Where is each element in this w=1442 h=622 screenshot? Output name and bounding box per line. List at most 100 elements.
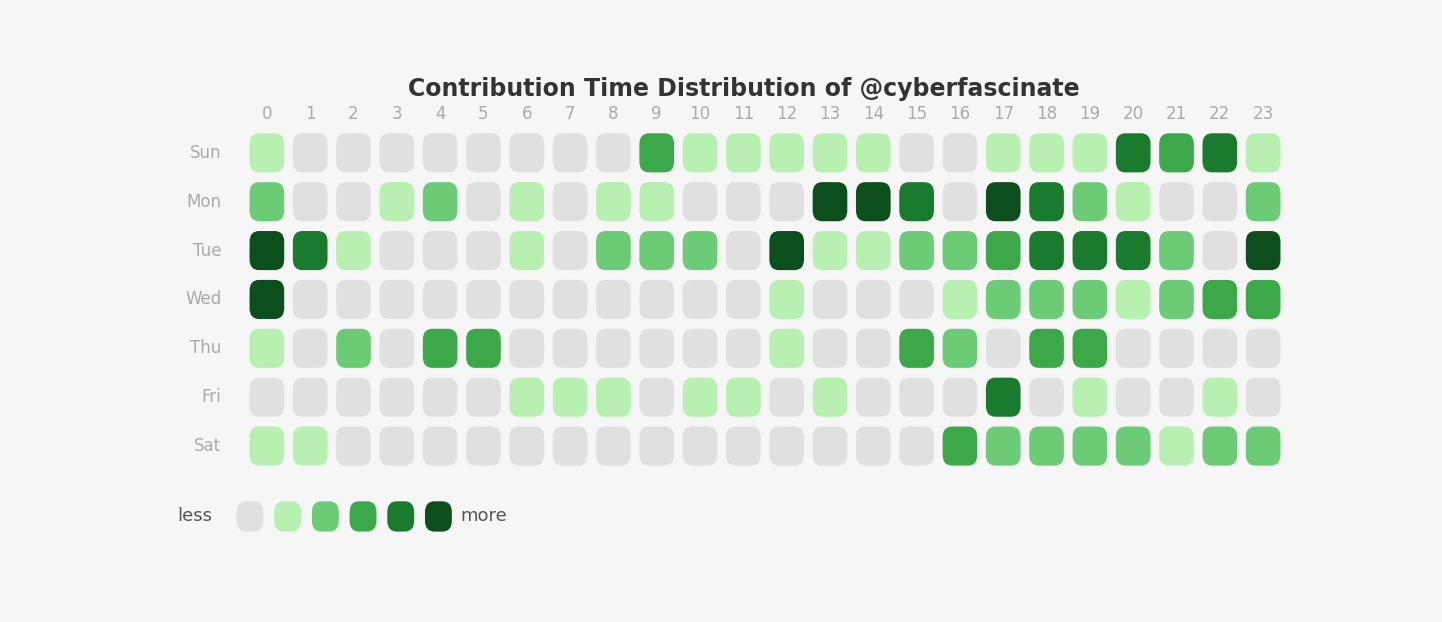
Text: Wed: Wed <box>185 290 222 309</box>
FancyBboxPatch shape <box>639 427 673 466</box>
FancyBboxPatch shape <box>639 329 673 368</box>
FancyBboxPatch shape <box>857 133 891 172</box>
Text: 10: 10 <box>689 104 711 123</box>
FancyBboxPatch shape <box>900 378 934 417</box>
FancyBboxPatch shape <box>857 329 891 368</box>
FancyBboxPatch shape <box>509 427 544 466</box>
FancyBboxPatch shape <box>857 182 891 221</box>
Text: Fri: Fri <box>202 388 222 406</box>
FancyBboxPatch shape <box>639 280 673 319</box>
Text: 12: 12 <box>776 104 797 123</box>
Text: 2: 2 <box>348 104 359 123</box>
FancyBboxPatch shape <box>552 378 587 417</box>
FancyBboxPatch shape <box>682 427 717 466</box>
FancyBboxPatch shape <box>682 280 717 319</box>
Text: 8: 8 <box>609 104 619 123</box>
FancyBboxPatch shape <box>423 231 457 270</box>
FancyBboxPatch shape <box>1116 182 1151 221</box>
Text: 3: 3 <box>392 104 402 123</box>
FancyBboxPatch shape <box>1030 182 1064 221</box>
FancyBboxPatch shape <box>466 427 500 466</box>
FancyBboxPatch shape <box>900 329 934 368</box>
FancyBboxPatch shape <box>1246 182 1280 221</box>
FancyBboxPatch shape <box>596 133 630 172</box>
FancyBboxPatch shape <box>1073 280 1107 319</box>
FancyBboxPatch shape <box>813 133 848 172</box>
FancyBboxPatch shape <box>682 133 717 172</box>
FancyBboxPatch shape <box>466 378 500 417</box>
FancyBboxPatch shape <box>1073 231 1107 270</box>
FancyBboxPatch shape <box>1073 133 1107 172</box>
FancyBboxPatch shape <box>1246 133 1280 172</box>
Text: 20: 20 <box>1123 104 1144 123</box>
FancyBboxPatch shape <box>293 280 327 319</box>
Text: 7: 7 <box>565 104 575 123</box>
FancyBboxPatch shape <box>1246 378 1280 417</box>
Text: 19: 19 <box>1079 104 1100 123</box>
FancyBboxPatch shape <box>336 182 371 221</box>
FancyBboxPatch shape <box>1246 280 1280 319</box>
FancyBboxPatch shape <box>1116 280 1151 319</box>
FancyBboxPatch shape <box>249 427 284 466</box>
FancyBboxPatch shape <box>943 329 978 368</box>
FancyBboxPatch shape <box>813 427 848 466</box>
FancyBboxPatch shape <box>293 329 327 368</box>
FancyBboxPatch shape <box>388 501 414 532</box>
FancyBboxPatch shape <box>986 427 1021 466</box>
Text: 9: 9 <box>652 104 662 123</box>
FancyBboxPatch shape <box>423 280 457 319</box>
FancyBboxPatch shape <box>1116 329 1151 368</box>
FancyBboxPatch shape <box>1030 329 1064 368</box>
FancyBboxPatch shape <box>293 427 327 466</box>
FancyBboxPatch shape <box>379 133 414 172</box>
FancyBboxPatch shape <box>639 182 673 221</box>
FancyBboxPatch shape <box>1159 182 1194 221</box>
Text: Sun: Sun <box>190 144 222 162</box>
FancyBboxPatch shape <box>725 378 761 417</box>
FancyBboxPatch shape <box>900 427 934 466</box>
FancyBboxPatch shape <box>236 501 264 532</box>
Text: Mon: Mon <box>186 193 222 211</box>
FancyBboxPatch shape <box>552 133 587 172</box>
Text: 14: 14 <box>862 104 884 123</box>
FancyBboxPatch shape <box>249 182 284 221</box>
FancyBboxPatch shape <box>293 133 327 172</box>
FancyBboxPatch shape <box>274 501 301 532</box>
FancyBboxPatch shape <box>379 329 414 368</box>
FancyBboxPatch shape <box>943 427 978 466</box>
FancyBboxPatch shape <box>552 231 587 270</box>
Text: 22: 22 <box>1210 104 1230 123</box>
FancyBboxPatch shape <box>770 182 805 221</box>
FancyBboxPatch shape <box>293 182 327 221</box>
FancyBboxPatch shape <box>813 378 848 417</box>
FancyBboxPatch shape <box>857 378 891 417</box>
Text: 17: 17 <box>992 104 1014 123</box>
FancyBboxPatch shape <box>1030 378 1064 417</box>
FancyBboxPatch shape <box>682 329 717 368</box>
FancyBboxPatch shape <box>249 280 284 319</box>
Text: 16: 16 <box>949 104 970 123</box>
FancyBboxPatch shape <box>1073 378 1107 417</box>
FancyBboxPatch shape <box>725 133 761 172</box>
FancyBboxPatch shape <box>900 231 934 270</box>
FancyBboxPatch shape <box>466 231 500 270</box>
FancyBboxPatch shape <box>1203 378 1237 417</box>
FancyBboxPatch shape <box>770 231 805 270</box>
FancyBboxPatch shape <box>379 427 414 466</box>
FancyBboxPatch shape <box>986 329 1021 368</box>
FancyBboxPatch shape <box>349 501 376 532</box>
FancyBboxPatch shape <box>813 231 848 270</box>
FancyBboxPatch shape <box>770 133 805 172</box>
FancyBboxPatch shape <box>943 378 978 417</box>
FancyBboxPatch shape <box>1030 427 1064 466</box>
FancyBboxPatch shape <box>423 182 457 221</box>
FancyBboxPatch shape <box>552 182 587 221</box>
FancyBboxPatch shape <box>682 182 717 221</box>
FancyBboxPatch shape <box>682 378 717 417</box>
FancyBboxPatch shape <box>1203 427 1237 466</box>
Text: 13: 13 <box>819 104 841 123</box>
FancyBboxPatch shape <box>552 280 587 319</box>
FancyBboxPatch shape <box>596 329 630 368</box>
FancyBboxPatch shape <box>509 378 544 417</box>
FancyBboxPatch shape <box>552 427 587 466</box>
